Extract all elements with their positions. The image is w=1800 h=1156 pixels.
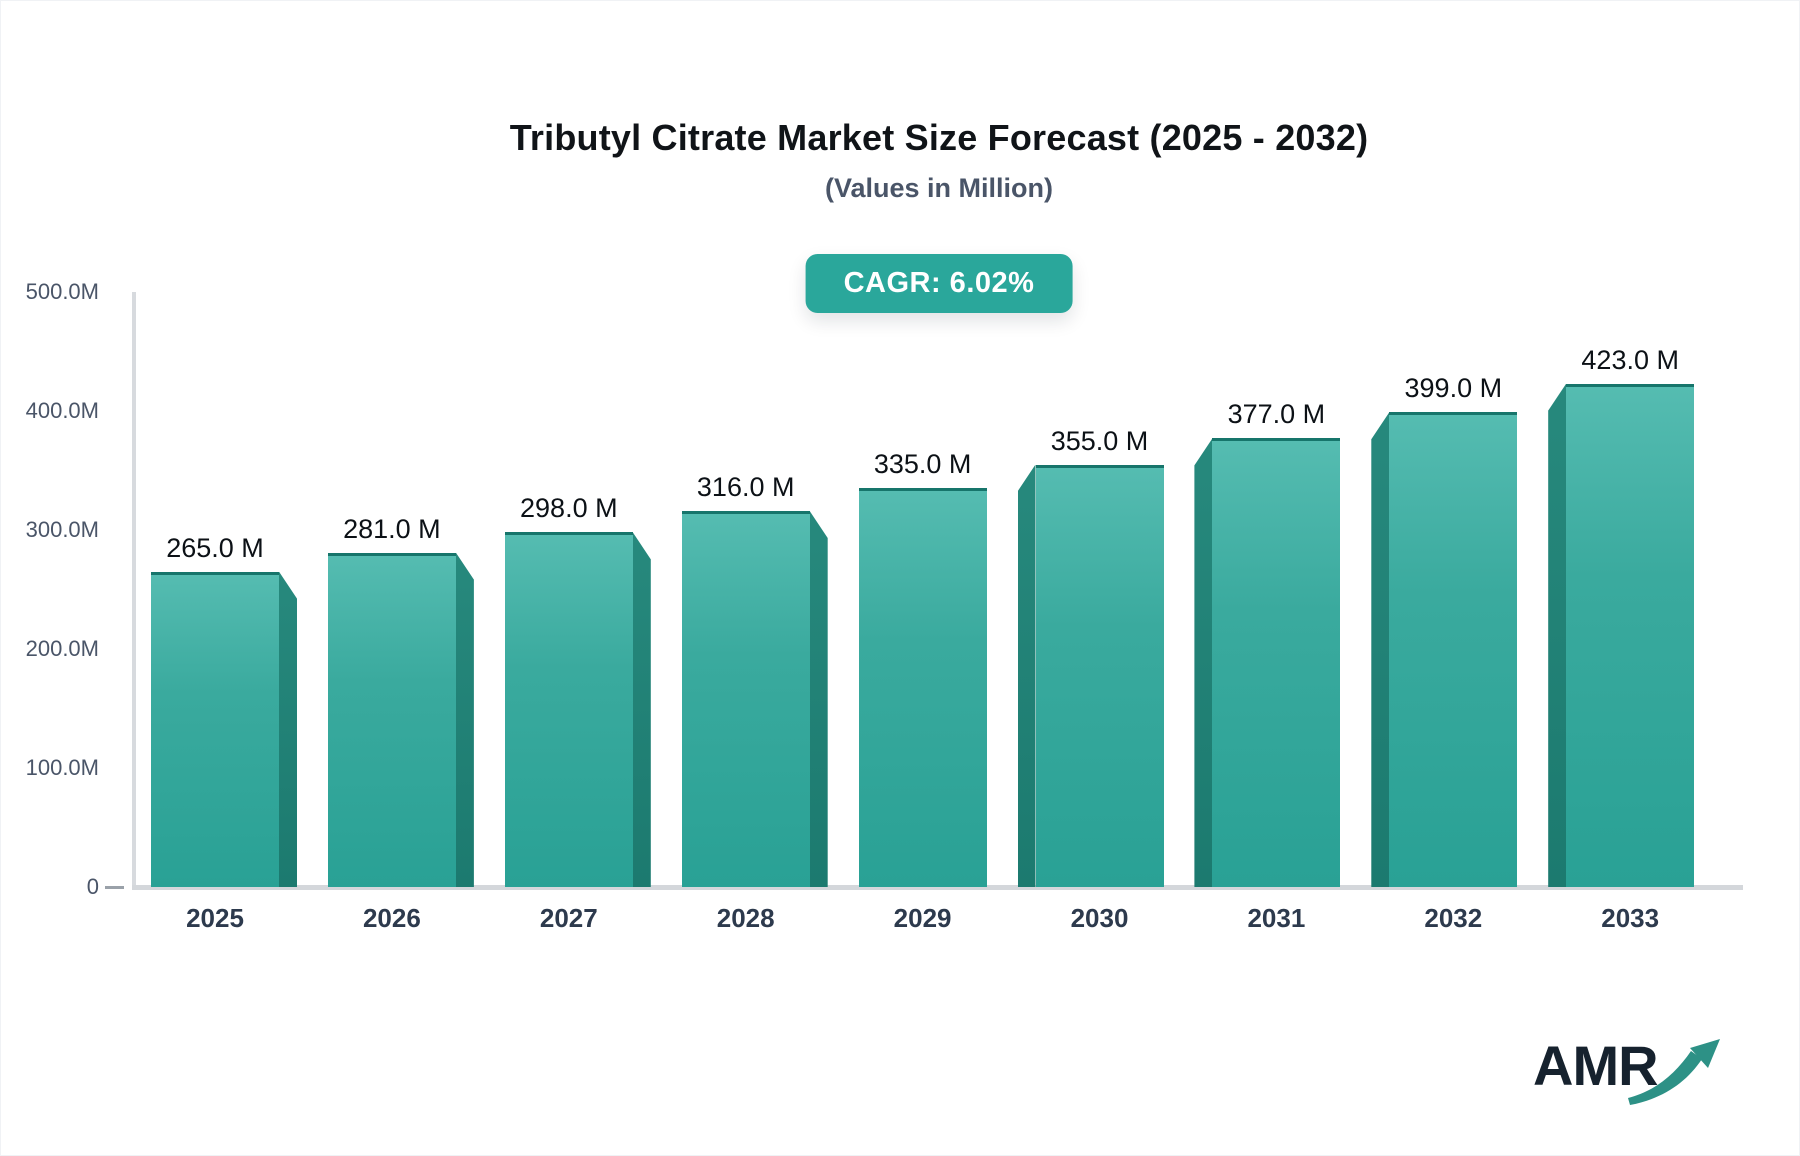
bar (151, 571, 279, 887)
bar (1566, 383, 1695, 887)
y-axis-tick-label: 100.0M (25, 755, 99, 780)
chart-title: Tributyl Citrate Market Size Forecast (2… (509, 117, 1369, 158)
bar (1389, 412, 1518, 887)
cagr-badge: CAGR: 6.02% (805, 254, 1073, 313)
bar-side-face (1371, 412, 1390, 887)
x-axis-tick-label: 2033 (1601, 903, 1660, 933)
zero-tick-dash (105, 886, 124, 889)
bar (504, 532, 633, 887)
y-axis-tick-label: 300.0M (25, 517, 99, 542)
brand-logo-text: AMR (1533, 1034, 1659, 1097)
bar-value-label: 377.0 M (1227, 399, 1326, 430)
y-axis-tick-label: 0 (86, 874, 99, 899)
bar-side-face (632, 532, 651, 887)
x-axis-tick-label: 2031 (1247, 903, 1306, 933)
y-axis-tick-label: 500.0M (25, 279, 99, 304)
x-axis-tick-label: 2030 (1070, 903, 1129, 933)
bar (858, 488, 987, 887)
x-axis-tick-label: 2032 (1424, 903, 1483, 933)
bar-value-label: 265.0 M (166, 532, 264, 563)
bar-value-label: 335.0 M (873, 449, 972, 480)
bar-side-face (1017, 464, 1036, 887)
bar-side-face (1194, 438, 1213, 887)
bar (327, 552, 456, 887)
y-axis-line (132, 292, 136, 887)
x-axis-line (132, 885, 1743, 890)
x-axis-tick-label: 2025 (186, 903, 244, 933)
bar-side-face (279, 571, 297, 887)
bar (1035, 464, 1164, 887)
bar-side-face (455, 552, 474, 887)
bar-side-face (1548, 383, 1567, 887)
bar-value-label: 423.0 M (1581, 344, 1679, 375)
brand-logo: AMR (1533, 1035, 1732, 1118)
x-axis-tick-label: 2028 (716, 903, 775, 933)
bar-value-label: 399.0 M (1404, 373, 1503, 404)
bar-value-label: 281.0 M (343, 513, 441, 544)
bar-value-label: 316.0 M (696, 471, 795, 502)
y-axis-tick-label: 200.0M (25, 636, 99, 661)
x-axis-tick-label: 2027 (539, 903, 598, 933)
bar-value-label: 355.0 M (1050, 425, 1149, 456)
bar-side-face (809, 510, 828, 887)
bar (681, 510, 810, 887)
trend-up-arrow-icon (1627, 1037, 1732, 1118)
x-axis-tick-label: 2029 (893, 903, 952, 933)
chart-subtitle: (Values in Million) (824, 173, 1054, 203)
y-axis-tick-label: 400.0M (25, 398, 99, 423)
bar-value-label: 298.0 M (520, 493, 618, 524)
x-axis-tick-label: 2026 (362, 903, 421, 933)
bar (1212, 438, 1341, 887)
